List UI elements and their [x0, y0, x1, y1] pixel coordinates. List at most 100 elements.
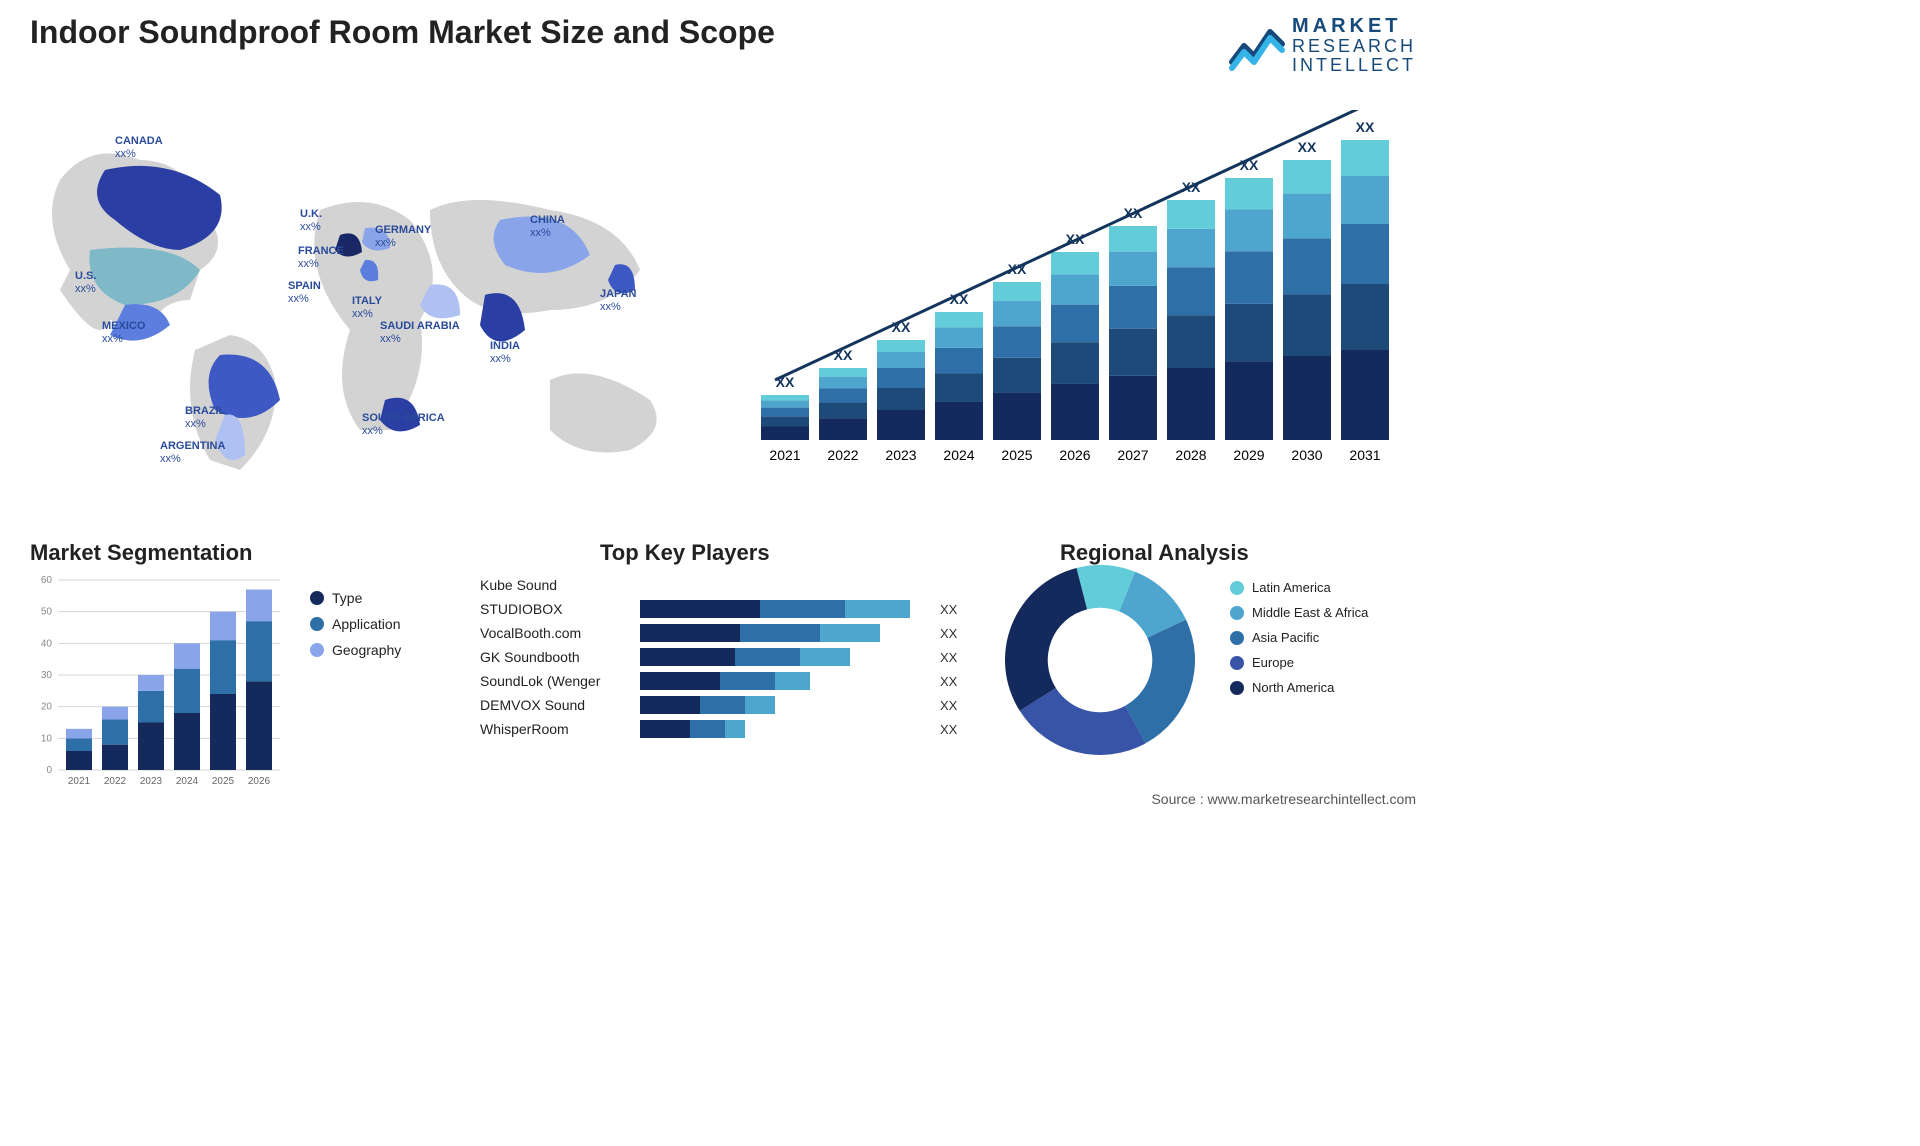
seg-bar-segment	[210, 640, 236, 694]
player-value: XX	[930, 674, 970, 689]
seg-bar-segment	[246, 681, 272, 770]
trend-bar-segment	[877, 352, 925, 368]
player-name: Kube Sound	[480, 577, 640, 593]
seg-bar-segment	[138, 723, 164, 771]
svg-text:2021: 2021	[68, 776, 91, 787]
trend-bar-segment	[819, 368, 867, 377]
svg-text:2024: 2024	[176, 776, 199, 787]
trend-bar-segment	[1283, 160, 1331, 194]
trend-bar-segment	[1283, 294, 1331, 356]
svg-text:20: 20	[41, 702, 53, 713]
trend-bar-segment	[1109, 376, 1157, 440]
trend-year-label: 2028	[1175, 447, 1206, 463]
trend-bar-segment	[761, 400, 809, 407]
trend-year-label: 2031	[1349, 447, 1380, 463]
trend-bar-segment	[1109, 329, 1157, 376]
seg-bar-segment	[66, 751, 92, 770]
player-value: XX	[930, 722, 970, 737]
trend-bar-segment	[993, 326, 1041, 358]
map-callout: CANADAxx%	[115, 135, 163, 161]
seg-bar-segment	[102, 719, 128, 744]
map-callout: CHINAxx%	[530, 214, 565, 240]
player-row: STUDIOBOXXX	[480, 600, 970, 618]
map-callout: U.K.xx%	[300, 208, 322, 234]
trend-bar-segment	[1051, 342, 1099, 383]
trend-bar-segment	[877, 340, 925, 352]
trend-year-label: 2022	[827, 447, 858, 463]
svg-text:10: 10	[41, 733, 53, 744]
trend-bar-label: XX	[1298, 139, 1317, 155]
player-name: DEMVOX Sound	[480, 697, 640, 713]
legend-item: North America	[1230, 680, 1368, 695]
trend-year-label: 2027	[1117, 447, 1148, 463]
player-row: WhisperRoomXX	[480, 720, 970, 738]
trend-bar-segment	[1341, 350, 1389, 440]
map-callout: SAUDI ARABIAxx%	[380, 320, 460, 346]
trend-year-label: 2021	[769, 447, 800, 463]
player-name: VocalBooth.com	[480, 625, 640, 641]
brand-logo: MARKET RESEARCH INTELLECT	[1228, 16, 1416, 75]
seg-bar-segment	[174, 643, 200, 668]
trend-bar-segment	[1341, 224, 1389, 284]
trend-bar-segment	[761, 408, 809, 417]
trend-bar-segment	[1341, 284, 1389, 350]
trend-year-label: 2025	[1001, 447, 1032, 463]
player-row: VocalBooth.comXX	[480, 624, 970, 642]
map-callout: U.S.xx%	[75, 270, 96, 296]
map-callout: ARGENTINAxx%	[160, 440, 225, 466]
trend-bar-segment	[1225, 361, 1273, 440]
trend-bar-segment	[877, 410, 925, 440]
player-value: XX	[930, 698, 970, 713]
player-value: XX	[930, 650, 970, 665]
world-map: CANADAxx%U.S.xx%MEXICOxx%BRAZILxx%ARGENT…	[30, 100, 710, 500]
svg-text:2025: 2025	[212, 776, 235, 787]
players-title: Top Key Players	[600, 540, 770, 566]
legend-item: Application	[310, 616, 401, 632]
trend-bar-segment	[1341, 140, 1389, 176]
seg-bar-segment	[210, 612, 236, 641]
legend-item: Asia Pacific	[1230, 630, 1368, 645]
seg-bar-segment	[210, 694, 236, 770]
player-name: STUDIOBOX	[480, 601, 640, 617]
svg-text:2026: 2026	[248, 776, 271, 787]
map-callout: JAPANxx%	[600, 288, 636, 314]
seg-bar-segment	[102, 745, 128, 770]
segmentation-legend: TypeApplicationGeography	[310, 590, 401, 668]
seg-bar-segment	[66, 738, 92, 751]
map-callout: SPAINxx%	[288, 280, 321, 306]
trend-year-label: 2030	[1291, 447, 1322, 463]
player-row: GK SoundboothXX	[480, 648, 970, 666]
svg-text:30: 30	[41, 670, 53, 681]
trend-year-label: 2029	[1233, 447, 1264, 463]
trend-year-label: 2026	[1059, 447, 1090, 463]
trend-bar-segment	[1051, 384, 1099, 440]
segmentation-title: Market Segmentation	[30, 540, 253, 566]
donut-slice	[1005, 568, 1087, 711]
trend-bar-segment	[761, 417, 809, 427]
trend-bar-segment	[993, 393, 1041, 440]
map-callout: ITALYxx%	[352, 295, 382, 321]
trend-bar-segment	[1283, 238, 1331, 294]
trend-bar-segment	[935, 402, 983, 440]
trend-bar-segment	[877, 368, 925, 388]
trend-bar-segment	[1109, 252, 1157, 286]
logo-line-1: MARKET	[1292, 16, 1416, 37]
trend-year-label: 2023	[885, 447, 916, 463]
donut-slice	[1125, 620, 1195, 744]
trend-year-label: 2024	[943, 447, 974, 463]
source-attribution: Source : www.marketresearchintellect.com	[1151, 791, 1416, 807]
trend-bar-segment	[935, 373, 983, 401]
seg-bar-segment	[246, 590, 272, 622]
svg-text:2022: 2022	[104, 776, 127, 787]
player-bar	[640, 600, 930, 618]
regional-legend: Latin AmericaMiddle East & AfricaAsia Pa…	[1230, 580, 1368, 705]
trend-bar-segment	[761, 395, 809, 400]
segmentation-chart: 0102030405060202120222023202420252026	[30, 570, 280, 790]
page-title: Indoor Soundproof Room Market Size and S…	[30, 14, 775, 51]
map-callout: BRAZILxx%	[185, 405, 225, 431]
map-callout: INDIAxx%	[490, 340, 520, 366]
player-row: DEMVOX Sound XX	[480, 696, 970, 714]
trend-bar-segment	[1167, 200, 1215, 229]
legend-item: Middle East & Africa	[1230, 605, 1368, 620]
trend-bar-segment	[1167, 315, 1215, 368]
